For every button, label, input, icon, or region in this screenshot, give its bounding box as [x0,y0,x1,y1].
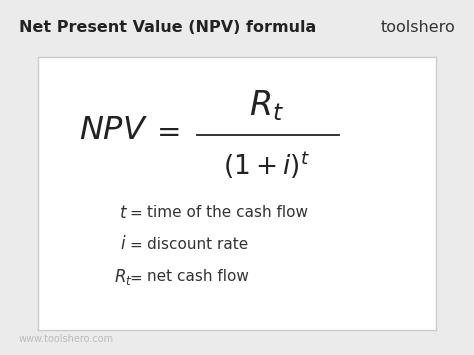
Text: time of the cash flow: time of the cash flow [147,205,309,220]
Text: Net Present Value (NPV) formula: Net Present Value (NPV) formula [19,20,316,34]
Text: $=$: $=$ [128,205,144,220]
Text: www.toolshero.com: www.toolshero.com [19,334,114,344]
Text: $=$: $=$ [128,236,144,252]
Text: $\mathbf{\mathit{NPV}}$: $\mathbf{\mathit{NPV}}$ [79,115,148,146]
Text: $=$: $=$ [151,116,180,144]
Text: $=$: $=$ [128,269,144,284]
Text: toolshero: toolshero [380,20,455,34]
Text: $i$: $i$ [120,235,127,253]
Text: $t$: $t$ [119,204,128,222]
Text: $R_t$: $R_t$ [114,267,133,287]
Text: net cash flow: net cash flow [147,269,249,284]
Text: $R_t$: $R_t$ [249,89,284,123]
Text: $( 1 + i )^t$: $( 1 + i )^t$ [223,149,310,181]
Text: discount rate: discount rate [147,236,249,252]
